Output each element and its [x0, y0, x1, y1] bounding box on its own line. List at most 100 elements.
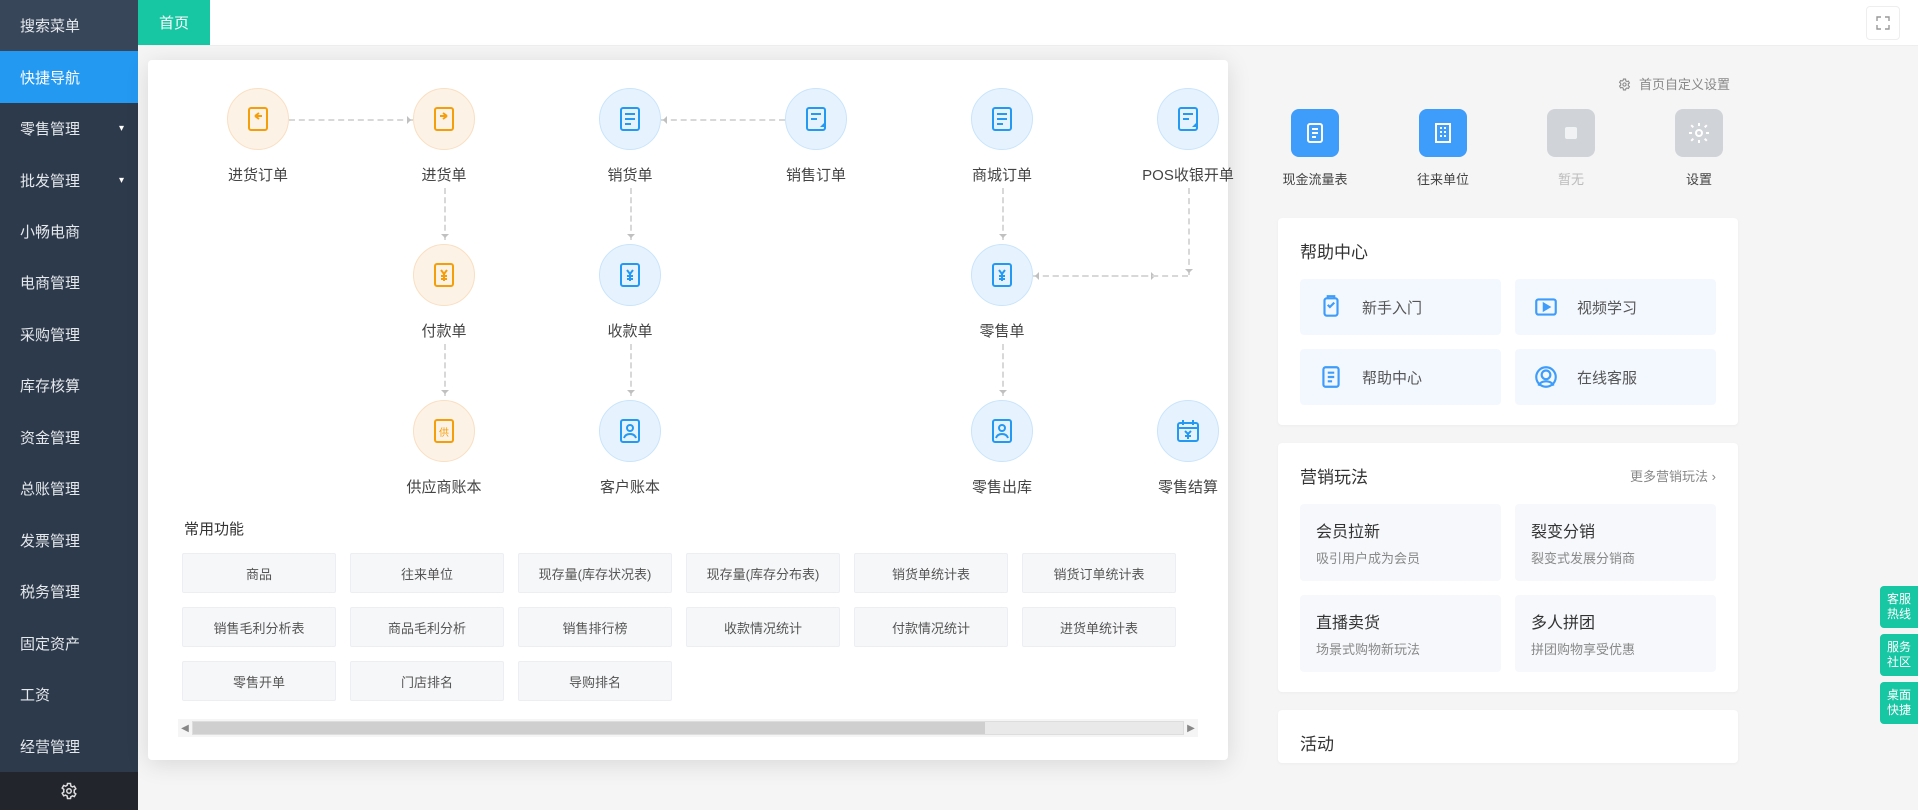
- scroll-left-icon[interactable]: ◀: [178, 723, 192, 734]
- diagram-arrow: [444, 188, 446, 240]
- help-card-title: 帮助中心: [1300, 238, 1368, 263]
- promo-item-3[interactable]: 多人拼团拼团购物享受优惠: [1515, 595, 1716, 672]
- fn-button-2[interactable]: 现存量(库存状况表): [518, 553, 672, 593]
- fn-button-5[interactable]: 销货订单统计表: [1022, 553, 1176, 593]
- activity-card: 活动: [1278, 710, 1738, 763]
- building-icon: [1419, 109, 1467, 157]
- promo-item-1[interactable]: 裂变分销裂变式发展分销商: [1515, 504, 1716, 581]
- quicknav-flyout: 进货订单进货单销货单销售订单商城订单POS收银开单付款单收款单零售单供供应商账本…: [148, 60, 1228, 760]
- diagram-node-n04[interactable]: 商城订单: [942, 88, 1062, 185]
- fn-button-1[interactable]: 往来单位: [350, 553, 504, 593]
- fn-button-4[interactable]: 销货单统计表: [854, 553, 1008, 593]
- diagram-arrow: [1188, 188, 1190, 275]
- fn-button-3[interactable]: 现存量(库存分布表): [686, 553, 840, 593]
- sidebar-item-5[interactable]: 电商管理: [0, 257, 138, 308]
- diagram-arrow: [661, 119, 785, 121]
- diagram-arrow: [630, 344, 632, 396]
- fn-button-14[interactable]: 导购排名: [518, 661, 672, 701]
- fn-button-6[interactable]: 销售毛利分析表: [182, 607, 336, 647]
- fn-button-8[interactable]: 销售排行榜: [518, 607, 672, 647]
- horizontal-scrollbar[interactable]: ◀ ▶: [178, 719, 1198, 737]
- right-column: 首页自定义设置 现金流量表往来单位暂无设置 帮助中心 新手入门视频学习帮助中心在…: [1278, 60, 1738, 781]
- promo-card-title: 营销玩法: [1300, 463, 1368, 488]
- shortcut-0[interactable]: 现金流量表: [1278, 109, 1352, 188]
- sidebar: 搜索菜单快捷导航零售管理▾批发管理▾小畅电商电商管理采购管理库存核算资金管理总账…: [0, 0, 138, 810]
- blank-icon: [1547, 109, 1595, 157]
- tab-home[interactable]: 首页: [138, 0, 210, 45]
- calendar-yen-icon: [1157, 400, 1219, 462]
- diagram-node-n05[interactable]: POS收银开单: [1128, 88, 1248, 185]
- diagram-node-n01[interactable]: 进货单: [384, 88, 504, 185]
- fn-button-11[interactable]: 进货单统计表: [1022, 607, 1176, 647]
- float-tag-2[interactable]: 桌面 快捷: [1880, 682, 1918, 724]
- diagram-node-n03[interactable]: 销售订单: [756, 88, 876, 185]
- help-item-3[interactable]: 在线客服: [1515, 349, 1716, 405]
- doc-sup-icon: 供: [413, 400, 475, 462]
- sidebar-item-7[interactable]: 库存核算: [0, 360, 138, 411]
- sidebar-item-8[interactable]: 资金管理: [0, 412, 138, 463]
- diagram-node-n22[interactable]: 客户账本: [570, 400, 690, 497]
- doc-list-icon: [971, 88, 1033, 150]
- common-functions-title: 常用功能: [184, 518, 1198, 539]
- diagram-node-n14[interactable]: 零售单: [942, 244, 1062, 341]
- promo-item-2[interactable]: 直播卖货场景式购物新玩法: [1300, 595, 1501, 672]
- shortcut-row: 现金流量表往来单位暂无设置: [1278, 103, 1738, 218]
- diagram-node-n02[interactable]: 销货单: [570, 88, 690, 185]
- shortcut-1[interactable]: 往来单位: [1406, 109, 1480, 188]
- doc-icon: [1291, 109, 1339, 157]
- doc-icon: [1316, 362, 1346, 392]
- sidebar-item-3[interactable]: 批发管理▾: [0, 154, 138, 205]
- sidebar-item-13[interactable]: 工资: [0, 669, 138, 720]
- diagram-node-n00[interactable]: 进货订单: [198, 88, 318, 185]
- sidebar-item-1[interactable]: 快捷导航: [0, 51, 138, 102]
- doc-yen-icon: [413, 244, 475, 306]
- doc-yen-icon: [599, 244, 661, 306]
- sidebar-item-6[interactable]: 采购管理: [0, 309, 138, 360]
- diagram-node-n25[interactable]: 零售结算: [1128, 400, 1248, 497]
- play-icon: [1531, 292, 1561, 322]
- home-custom-settings-link[interactable]: 首页自定义设置: [1278, 60, 1738, 103]
- sidebar-item-9[interactable]: 总账管理: [0, 463, 138, 514]
- diagram-arrow: [1033, 275, 1188, 277]
- chevron-down-icon: ▾: [119, 123, 124, 134]
- floating-side-tags: 客服 热线服务 社区桌面 快捷: [1880, 586, 1918, 724]
- fn-button-13[interactable]: 门店排名: [350, 661, 504, 701]
- doc-back-icon: [227, 88, 289, 150]
- diagram-node-n11[interactable]: 付款单: [384, 244, 504, 341]
- help-item-1[interactable]: 视频学习: [1515, 279, 1716, 335]
- fullscreen-icon[interactable]: [1866, 6, 1900, 40]
- fn-button-10[interactable]: 付款情况统计: [854, 607, 1008, 647]
- scroll-right-icon[interactable]: ▶: [1184, 723, 1198, 734]
- diagram-arrow: [444, 344, 446, 396]
- sidebar-item-2[interactable]: 零售管理▾: [0, 103, 138, 154]
- diagram-arrow: [1002, 344, 1004, 396]
- sidebar-item-11[interactable]: 税务管理: [0, 566, 138, 617]
- promo-item-0[interactable]: 会员拉新吸引用户成为会员: [1300, 504, 1501, 581]
- shortcut-2: 暂无: [1534, 109, 1608, 188]
- diagram-node-n21[interactable]: 供供应商账本: [384, 400, 504, 497]
- chevron-right-icon: ›: [1712, 469, 1716, 484]
- sidebar-item-10[interactable]: 发票管理: [0, 515, 138, 566]
- promo-more-link[interactable]: 更多营销玩法 ›: [1630, 466, 1716, 485]
- svg-text:供: 供: [439, 426, 449, 439]
- help-item-2[interactable]: 帮助中心: [1300, 349, 1501, 405]
- diagram-node-n24[interactable]: 零售出库: [942, 400, 1062, 497]
- sidebar-item-0[interactable]: 搜索菜单: [0, 0, 138, 51]
- diagram-node-n12[interactable]: 收款单: [570, 244, 690, 341]
- fn-button-0[interactable]: 商品: [182, 553, 336, 593]
- fn-button-12[interactable]: 零售开单: [182, 661, 336, 701]
- fn-button-7[interactable]: 商品毛利分析: [350, 607, 504, 647]
- activity-card-title: 活动: [1300, 730, 1716, 755]
- common-functions-grid: 商品往来单位现存量(库存状况表) 现存量(库存分布表) 销货单统计表销货订单统计表销…: [178, 553, 1198, 701]
- help-item-0[interactable]: 新手入门: [1300, 279, 1501, 335]
- clipboard-icon: [1316, 292, 1346, 322]
- float-tag-1[interactable]: 服务 社区: [1880, 634, 1918, 676]
- sidebar-item-12[interactable]: 固定资产: [0, 617, 138, 668]
- sidebar-settings-icon[interactable]: [0, 772, 138, 810]
- sidebar-item-4[interactable]: 小畅电商: [0, 206, 138, 257]
- shortcut-3[interactable]: 设置: [1662, 109, 1736, 188]
- sidebar-item-14[interactable]: 经营管理: [0, 720, 138, 771]
- fn-button-9[interactable]: 收款情况统计: [686, 607, 840, 647]
- float-tag-0[interactable]: 客服 热线: [1880, 586, 1918, 628]
- chevron-down-icon: ▾: [119, 175, 124, 186]
